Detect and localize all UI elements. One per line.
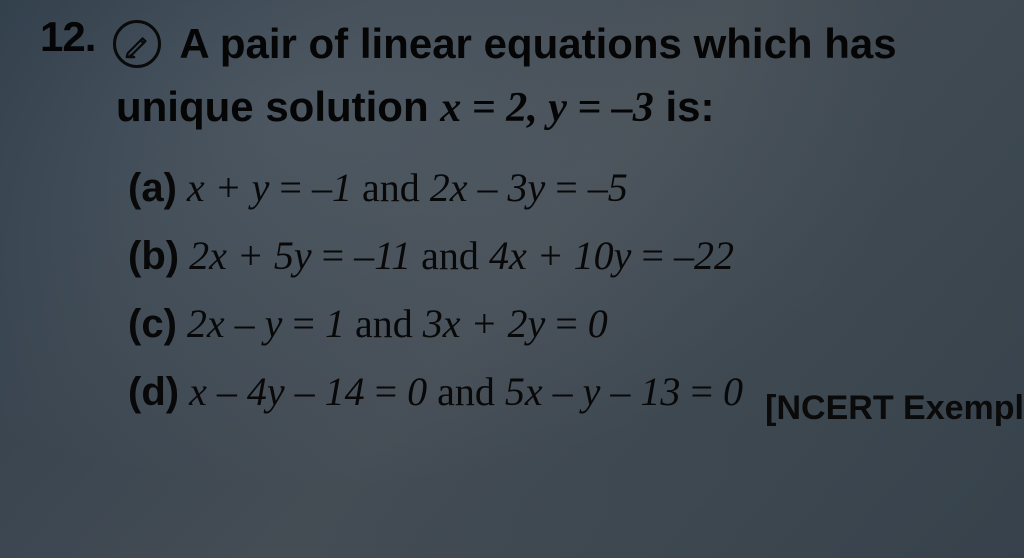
- textbook-page: 12. A pair of linear equations which has…: [0, 0, 1024, 436]
- equals-sign: =: [322, 233, 355, 278]
- option-eq2-lhs: 4x + 10y: [489, 233, 632, 278]
- equals-sign: =: [375, 369, 408, 414]
- option-eq1-rhs: 0: [407, 369, 427, 414]
- option-eq1-lhs: 2x – y: [187, 301, 283, 346]
- question-number: 12.: [40, 16, 95, 58]
- question-line2-prefix: unique solution: [116, 83, 440, 130]
- question-line2-math: x = 2, y = –3: [440, 85, 654, 131]
- and-text: and: [362, 165, 420, 210]
- option-eq2-rhs: –5: [588, 165, 628, 210]
- option-label: (c): [128, 302, 177, 346]
- option-eq2-lhs: 3x + 2y: [423, 301, 546, 346]
- option-b: (b) 2x + 5y = –11 and 4x + 10y = –22: [128, 222, 1004, 290]
- option-eq2-lhs: 5x – y – 13: [505, 369, 681, 414]
- option-eq2-rhs: –22: [674, 233, 734, 278]
- question-text-line1: A pair of linear equations which has: [179, 16, 1004, 73]
- question-text-line2: unique solution x = 2, y = –3 is:: [116, 79, 1004, 137]
- option-eq1-lhs: x – 4y – 14: [189, 369, 365, 414]
- equals-sign: =: [555, 165, 588, 210]
- equals-sign: =: [641, 233, 674, 278]
- equals-sign: =: [292, 301, 325, 346]
- source-citation: [NCERT Exempl: [765, 389, 1024, 428]
- equals-sign: =: [279, 165, 312, 210]
- option-eq2-rhs: 0: [723, 369, 743, 414]
- option-eq1-rhs: –11: [354, 233, 411, 278]
- question-header: 12. A pair of linear equations which has: [40, 16, 1004, 73]
- option-eq1-lhs: x + y: [187, 165, 270, 210]
- equals-sign: =: [690, 369, 723, 414]
- option-eq1-lhs: 2x + 5y: [189, 233, 312, 278]
- option-a: (a) x + y = –1 and 2x – 3y = –5: [128, 154, 1004, 222]
- and-text: and: [437, 369, 495, 414]
- and-text: and: [421, 233, 479, 278]
- pencil-ruler-icon: [113, 20, 161, 68]
- option-label: (a): [128, 166, 177, 210]
- options-list: (a) x + y = –1 and 2x – 3y = –5 (b) 2x +…: [128, 154, 1004, 426]
- option-eq2-lhs: 2x – 3y: [430, 165, 546, 210]
- option-label: (b): [128, 234, 179, 278]
- option-eq1-rhs: 1: [325, 301, 345, 346]
- question-line2-suffix: is:: [654, 83, 715, 130]
- and-text: and: [355, 301, 413, 346]
- option-c: (c) 2x – y = 1 and 3x + 2y = 0: [128, 290, 1004, 358]
- option-eq1-rhs: –1: [312, 165, 352, 210]
- option-label: (d): [128, 370, 179, 414]
- option-eq2-rhs: 0: [588, 301, 608, 346]
- equals-sign: =: [555, 301, 588, 346]
